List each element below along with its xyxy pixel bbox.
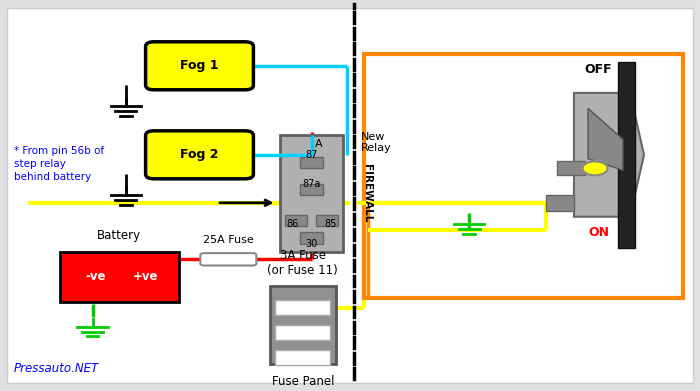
- FancyBboxPatch shape: [275, 350, 330, 365]
- FancyBboxPatch shape: [275, 300, 330, 315]
- FancyBboxPatch shape: [316, 215, 338, 226]
- Text: Fuse Panel: Fuse Panel: [272, 375, 334, 388]
- Text: 87: 87: [305, 150, 318, 160]
- FancyBboxPatch shape: [300, 184, 323, 196]
- Text: 3A Fuse
(or Fuse 11): 3A Fuse (or Fuse 11): [267, 249, 338, 277]
- Text: 25A Fuse: 25A Fuse: [203, 235, 253, 246]
- Text: 87a: 87a: [302, 179, 321, 189]
- Text: 85: 85: [324, 219, 337, 230]
- Text: Battery: Battery: [97, 229, 141, 242]
- FancyBboxPatch shape: [7, 8, 693, 383]
- Text: 30: 30: [305, 239, 318, 249]
- FancyBboxPatch shape: [275, 325, 330, 340]
- FancyBboxPatch shape: [300, 157, 323, 169]
- FancyBboxPatch shape: [200, 253, 256, 265]
- Text: -ve: -ve: [85, 270, 106, 283]
- Text: Fog 2: Fog 2: [180, 148, 218, 161]
- FancyBboxPatch shape: [60, 251, 178, 302]
- Text: * From pin 56b of
step relay
behind battery: * From pin 56b of step relay behind batt…: [14, 146, 104, 182]
- Text: Fog 1: Fog 1: [180, 59, 218, 72]
- Text: +ve: +ve: [132, 270, 158, 283]
- FancyBboxPatch shape: [146, 42, 253, 90]
- FancyBboxPatch shape: [300, 232, 323, 244]
- FancyBboxPatch shape: [546, 195, 574, 210]
- FancyBboxPatch shape: [146, 131, 253, 179]
- Text: Pressauto.NET: Pressauto.NET: [14, 362, 99, 375]
- FancyBboxPatch shape: [270, 286, 336, 364]
- Text: OFF: OFF: [584, 63, 612, 76]
- Polygon shape: [574, 93, 644, 217]
- Text: FIREWALL: FIREWALL: [362, 164, 372, 223]
- FancyBboxPatch shape: [285, 215, 307, 226]
- Text: New
Relay: New Relay: [360, 132, 391, 153]
- Circle shape: [582, 161, 608, 175]
- FancyBboxPatch shape: [556, 161, 584, 175]
- Text: ON: ON: [588, 226, 609, 239]
- Text: A: A: [315, 139, 323, 149]
- FancyBboxPatch shape: [617, 62, 636, 248]
- Text: 86: 86: [286, 219, 299, 230]
- Polygon shape: [588, 108, 623, 170]
- FancyBboxPatch shape: [280, 135, 343, 251]
